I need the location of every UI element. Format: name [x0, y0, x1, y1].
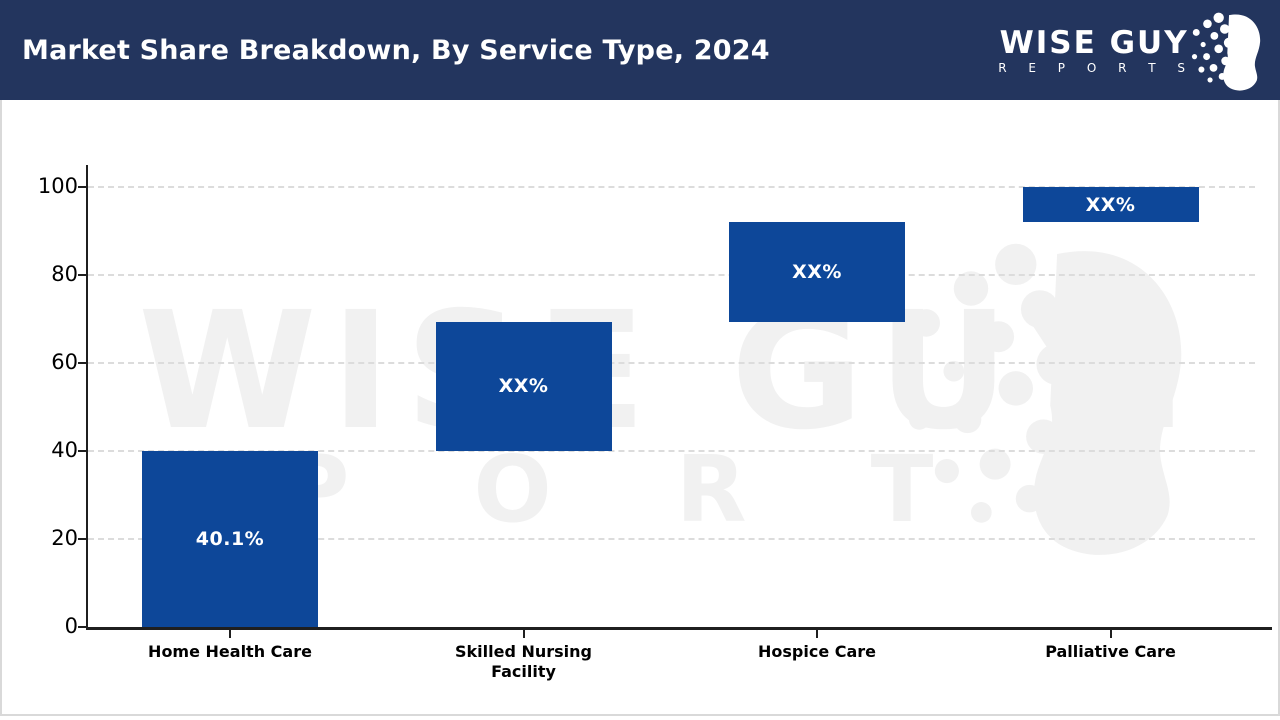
- x-tick-mark-home-health-care: [229, 630, 231, 638]
- bar-hospice-care: XX%: [729, 222, 905, 322]
- bar-value-label-hospice-care: XX%: [792, 260, 842, 283]
- y-tick-mark-40: [78, 450, 87, 452]
- x-axis-line: [86, 627, 1272, 630]
- brand-head-icon: [1191, 12, 1261, 91]
- bar-palliative-care: XX%: [1022, 187, 1199, 223]
- x-category-label-home-health-care: Home Health Care: [148, 642, 312, 661]
- brand-name: WISE GUY: [999, 24, 1189, 61]
- x-tick-mark-hospice-care: [816, 630, 818, 638]
- x-category-label-skilled-nursing-facility: Skilled Nursing Facility: [454, 642, 592, 681]
- y-tick-mark-100: [78, 186, 87, 188]
- y-tick-label-100: 100: [37, 174, 78, 198]
- x-category-label-palliative-care: Palliative Care: [1045, 642, 1176, 661]
- bar-skilled-nursing-facility: XX%: [435, 321, 612, 451]
- chart-title: Market Share Breakdown, By Service Type,…: [22, 34, 770, 66]
- grid-line-40: [88, 450, 1255, 452]
- bar-value-label-skilled-nursing-facility: XX%: [498, 375, 549, 398]
- brand-subname: R E P O R T S: [998, 61, 1194, 76]
- grid-line-80: [88, 274, 1255, 276]
- bar-home-health-care: 40.1%: [142, 450, 318, 627]
- grid-line-20: [88, 538, 1255, 540]
- y-tick-mark-60: [78, 362, 87, 364]
- y-tick-mark-0: [78, 626, 87, 628]
- grid-line-60: [88, 362, 1255, 364]
- bar-value-label-home-health-care: 40.1%: [195, 527, 265, 550]
- watermark-text-line2: P O R T S: [282, 436, 1170, 543]
- x-tick-mark-skilled-nursing-facility: [522, 630, 525, 638]
- y-tick-label-60: 60: [51, 350, 78, 374]
- x-tick-mark-palliative-care: [1109, 630, 1112, 638]
- y-tick-label-80: 80: [51, 262, 78, 286]
- x-category-label-hospice-care: Hospice Care: [757, 642, 877, 661]
- header-bar: Market Share Breakdown, By Service Type,…: [0, 0, 1280, 100]
- y-tick-mark-80: [78, 274, 87, 276]
- brand-logo-text: WISE GUY R E P O R T S: [994, 27, 1194, 76]
- grid-line-100: [88, 186, 1255, 188]
- y-axis-line: [86, 165, 88, 630]
- y-tick-label-40: 40: [51, 438, 78, 462]
- y-tick-label-20: 20: [51, 526, 78, 550]
- brand-logo: WISE GUY R E P O R T S: [994, 10, 1266, 92]
- y-tick-label-0: 0: [64, 614, 78, 638]
- y-tick-mark-20: [78, 538, 87, 540]
- bar-value-label-palliative-care: XX%: [1085, 193, 1136, 216]
